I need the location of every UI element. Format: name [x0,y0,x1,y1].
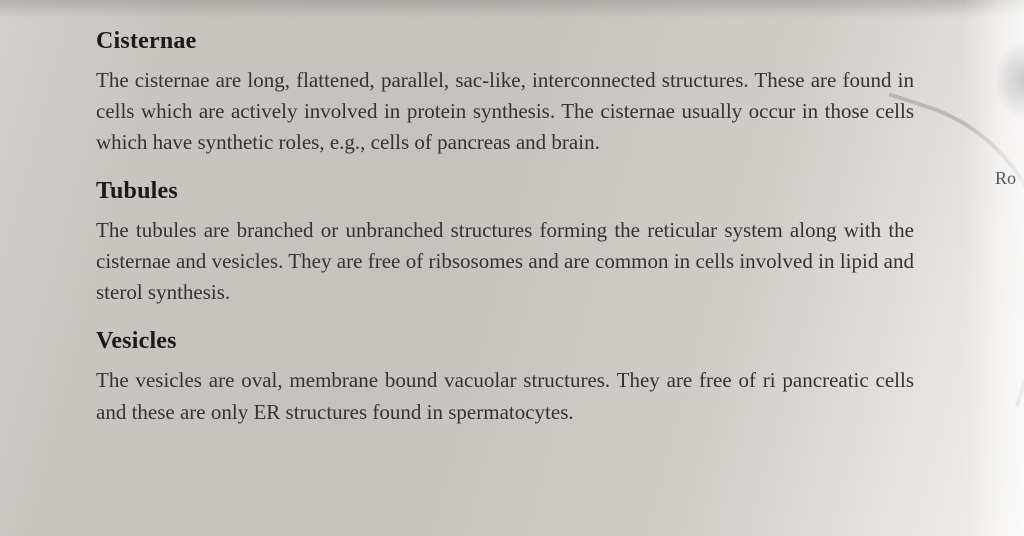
heading-vesicles: Vesicles [96,328,914,355]
section-tubules: Tubules The tubules are branched or unbr… [96,178,914,308]
margin-annotation: Ro [995,168,1016,189]
paragraph-tubules: The tubules are branched or unbranched s… [96,215,914,308]
paragraph-vesicles: The vesicles are oval, membrane bound va… [96,365,914,427]
page-top-shadow [0,0,1024,18]
section-vesicles: Vesicles The vesicles are oval, membrane… [96,328,914,427]
page-right-smudge [994,40,1024,120]
section-cisternae: Cisternae The cisternae are long, flatte… [96,28,914,158]
page-edge-highlight [964,0,1024,536]
heading-cisternae: Cisternae [96,28,914,55]
heading-tubules: Tubules [96,178,914,205]
paragraph-cisternae: The cisternae are long, flattened, paral… [96,65,914,158]
